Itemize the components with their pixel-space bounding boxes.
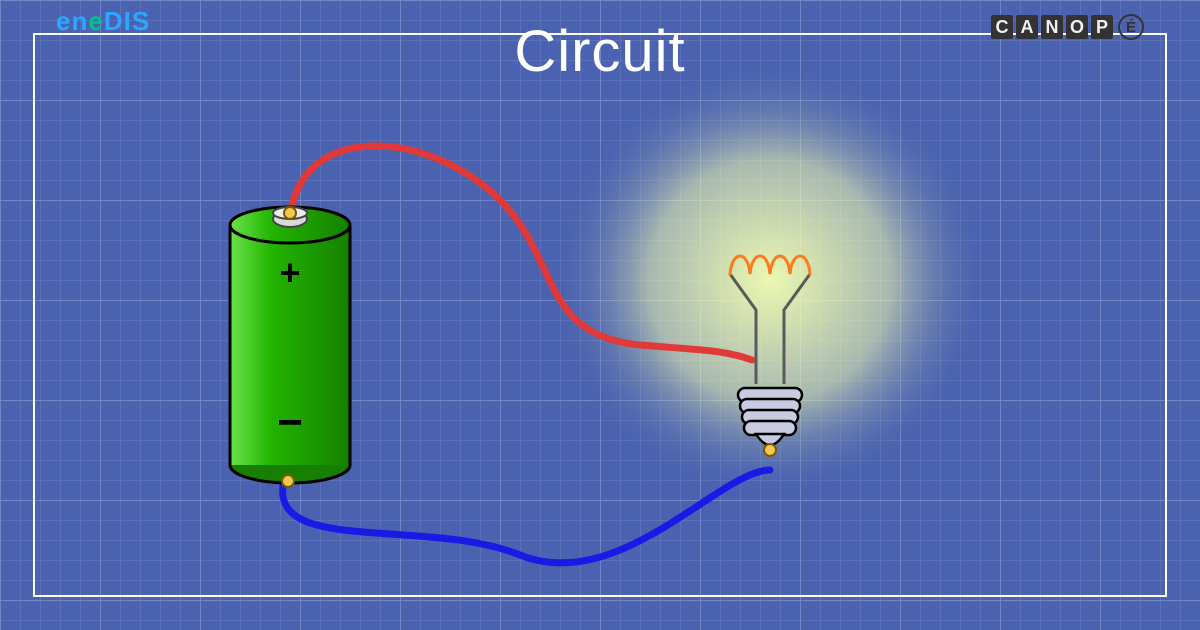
battery-minus-symbol: − <box>277 398 303 447</box>
circuit-svg: + − <box>0 0 1200 630</box>
battery: + − <box>230 207 350 483</box>
bulb-base <box>738 388 802 435</box>
terminal <box>284 207 296 219</box>
terminal <box>764 444 776 456</box>
circuit-diagram-stage: Circuit eneDIS C A N O P É <box>0 0 1200 630</box>
terminal <box>282 475 294 487</box>
battery-plus-symbol: + <box>279 252 300 293</box>
